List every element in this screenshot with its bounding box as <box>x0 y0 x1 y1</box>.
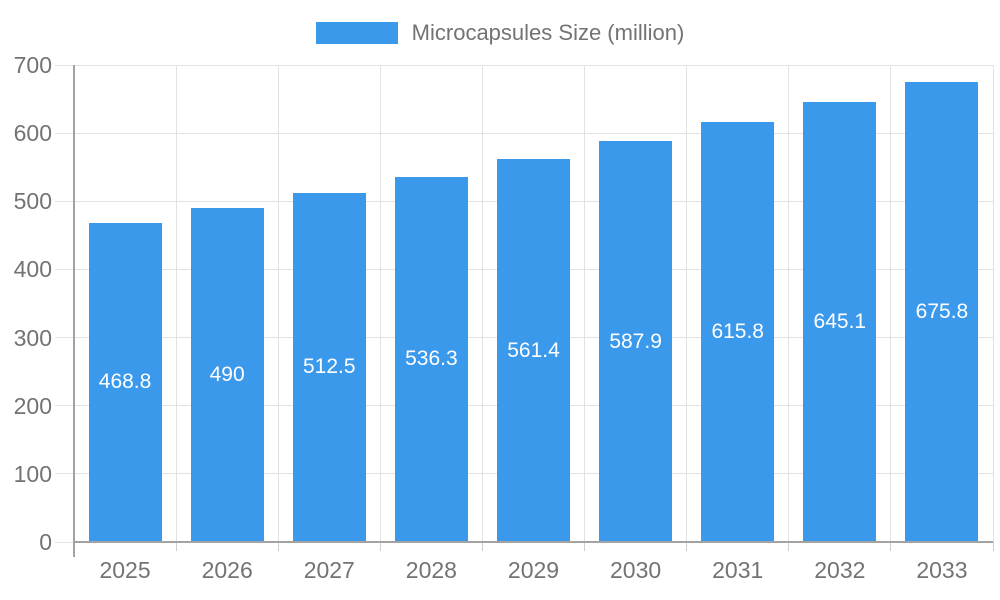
x-axis-label: 2027 <box>303 557 355 583</box>
y-axis-label: 700 <box>13 52 52 78</box>
gridline-vertical <box>584 65 586 542</box>
x-axis-label: 2032 <box>814 557 866 583</box>
bar-2028[interactable]: 536.3 <box>394 176 468 542</box>
legend-swatch <box>315 22 398 44</box>
x-axis-tick <box>890 542 892 551</box>
plot-area: 0 100 200 300 400 500 600 700 468.8 2025 490 2026 51… <box>14 53 994 582</box>
gridline-vertical <box>277 65 279 542</box>
bar-2026[interactable]: 490 <box>190 208 264 542</box>
y-axis-line <box>73 65 75 557</box>
x-axis-line <box>74 541 993 543</box>
legend-label: Microcapsules Size (million) <box>411 20 685 45</box>
y-axis-tick <box>55 132 74 134</box>
gridline-vertical <box>890 65 892 542</box>
y-axis-tick <box>55 541 74 543</box>
bar-2031[interactable]: 615.8 <box>701 122 775 542</box>
bar-value-label: 615.8 <box>711 320 764 344</box>
bar-value-label: 512.5 <box>302 355 356 379</box>
y-axis-tick <box>55 473 74 475</box>
gridline-vertical <box>481 65 483 542</box>
x-axis-label: 2030 <box>610 557 662 583</box>
gridline-vertical <box>379 65 381 542</box>
bar-2029[interactable]: 561.4 <box>497 159 570 542</box>
x-axis-label: 2033 <box>916 557 968 583</box>
bar-value-label: 490 <box>209 363 245 387</box>
bar-2032[interactable]: 645.1 <box>803 102 877 542</box>
y-axis-label: 0 <box>39 529 52 555</box>
gridline-vertical <box>175 65 177 542</box>
y-axis-label: 200 <box>13 392 52 419</box>
x-axis-label: 2025 <box>99 557 151 583</box>
bar-value-label: 536.3 <box>405 347 458 371</box>
y-axis-label: 400 <box>13 256 52 283</box>
y-axis-tick <box>55 268 74 270</box>
bar-value-label: 675.8 <box>915 299 969 323</box>
x-axis-tick <box>379 542 381 551</box>
bar-2027[interactable]: 512.5 <box>292 192 366 542</box>
x-axis-tick <box>277 542 279 551</box>
x-axis-label: 2028 <box>405 557 457 583</box>
gridline-horizontal <box>74 64 993 66</box>
gridline-vertical <box>788 65 790 542</box>
bar-2025[interactable]: 468.8 <box>88 222 162 542</box>
bar-value-label: 587.9 <box>609 329 662 353</box>
bar-value-label: 645.1 <box>813 310 867 334</box>
gridline-vertical <box>686 65 688 542</box>
y-axis-tick <box>55 405 74 407</box>
x-axis-tick <box>788 542 790 551</box>
bar-2030[interactable]: 587.9 <box>599 141 673 542</box>
y-axis-label: 300 <box>13 324 52 351</box>
x-axis-tick <box>686 542 688 551</box>
x-axis-tick <box>584 542 586 551</box>
y-axis-label: 500 <box>13 188 52 215</box>
y-axis-tick <box>55 200 74 202</box>
gridline-horizontal <box>74 132 993 134</box>
y-axis-tick <box>55 64 74 66</box>
x-axis-label: 2026 <box>201 557 253 583</box>
x-axis-tick <box>175 542 177 551</box>
y-axis-tick <box>55 337 74 339</box>
y-axis-label: 600 <box>13 120 52 147</box>
bar-value-label: 468.8 <box>98 370 152 394</box>
gridline-vertical <box>992 65 994 542</box>
x-axis-label: 2031 <box>712 557 764 583</box>
x-axis-tick <box>992 542 994 551</box>
x-axis-tick <box>481 542 483 551</box>
bar-value-label: 561.4 <box>507 338 560 362</box>
legend[interactable]: Microcapsules Size (million) <box>0 18 1000 48</box>
bar-2033[interactable]: 675.8 <box>905 81 979 542</box>
y-axis-label: 100 <box>13 460 52 487</box>
x-axis-label: 2029 <box>507 557 560 583</box>
